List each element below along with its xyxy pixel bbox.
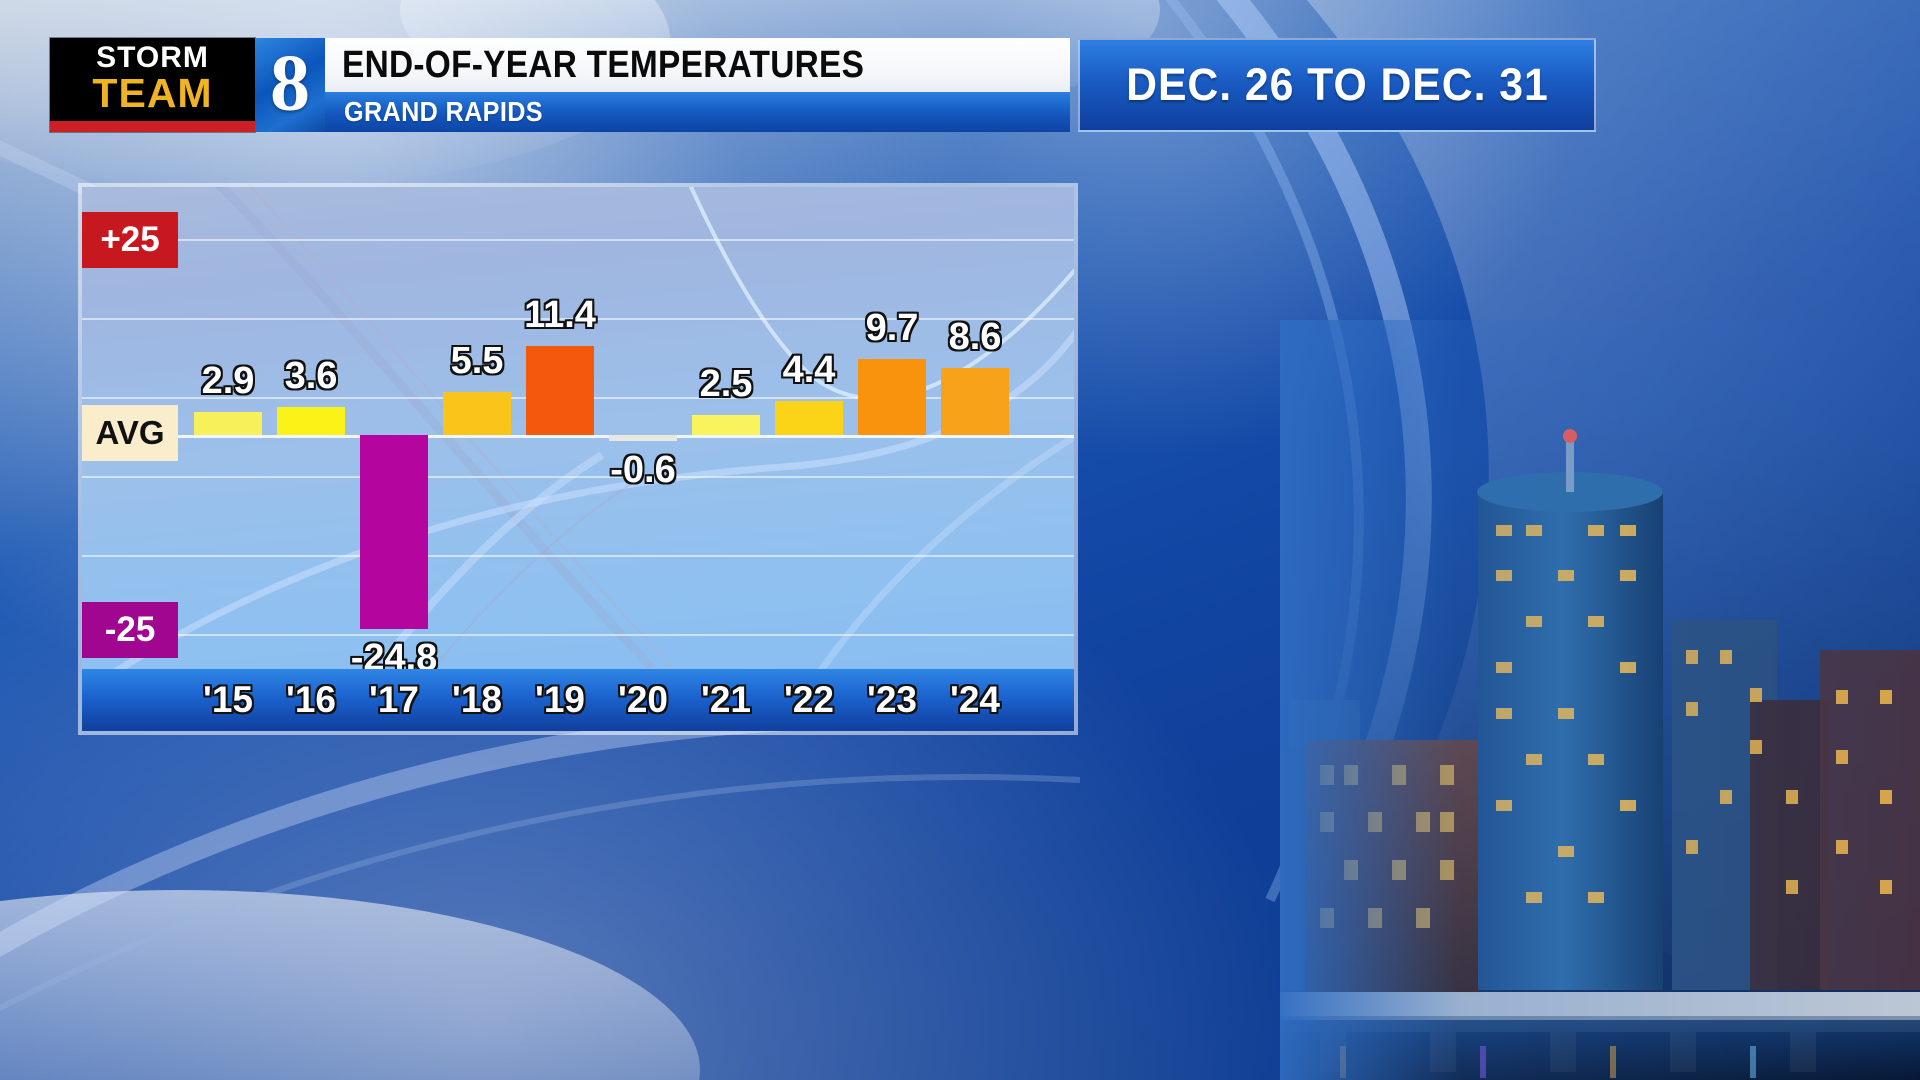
bar-value-label: 2.5 (699, 363, 753, 406)
axis-label-average: AVG (82, 405, 178, 461)
bar-value-label: 5.5 (450, 339, 504, 382)
page-title: END-OF-YEAR TEMPERATURES (325, 38, 1070, 92)
x-axis-tick-15: '15 (203, 679, 253, 720)
logo-team-text: TEAM (92, 70, 213, 116)
bar-group: 5.5 (443, 187, 511, 731)
bar-19 (526, 345, 594, 435)
channel-number: 8 (270, 39, 310, 128)
x-axis-tick-22: '22 (784, 679, 834, 720)
logo-red-bar (50, 121, 255, 132)
bar-group: -0.6 (609, 187, 677, 731)
title-block: END-OF-YEAR TEMPERATURES GRAND RAPIDS (325, 38, 1070, 132)
gridline (82, 476, 1074, 478)
x-axis-bar: '15 '16 '17 '18 '19 '20 '21 '22 '23 '24 (82, 669, 1074, 731)
bar-value-label: 8.6 (948, 315, 1002, 358)
bar-23 (858, 358, 926, 435)
plot-background-swoosh (82, 187, 1074, 731)
bar-value-label: 4.4 (782, 348, 836, 391)
x-axis-tick-23: '23 (867, 679, 917, 720)
gridline (82, 634, 1074, 636)
x-axis-tick-21: '21 (701, 679, 751, 720)
bar-group: 2.9 (194, 187, 262, 731)
bar-series: 2.9 3.6 -24.8 5.5 11.4 -0.6 2.5 4.4 9.7 8.6 (82, 187, 1074, 731)
bar-group: 8.6 (941, 187, 1009, 731)
x-axis-tick-17: '17 (369, 679, 419, 720)
channel-8-badge: 8 (255, 38, 325, 132)
date-range-text: DEC. 26 TO DEC. 31 (1125, 59, 1549, 110)
bar-16 (277, 406, 345, 435)
chart-plot-area: +25 AVG -25 2.9 3.6 -24.8 5.5 11.4 -0.6 2.5 4.4… (82, 187, 1074, 731)
page-subtitle: GRAND RAPIDS (325, 92, 1070, 132)
page-subtitle-text: GRAND RAPIDS (344, 96, 543, 127)
x-axis-tick-18: '18 (452, 679, 502, 720)
bar-value-label: 3.6 (284, 354, 338, 397)
x-axis-tick-24: '24 (950, 679, 1000, 720)
bar-20 (609, 435, 677, 441)
x-axis-tick-20: '20 (618, 679, 668, 720)
storm-team-8-logo: STORM TEAM (50, 38, 255, 132)
bar-21 (692, 415, 760, 435)
bar-value-label: 9.7 (865, 306, 919, 349)
gridline (82, 555, 1074, 557)
gridline (82, 318, 1074, 320)
bar-15 (194, 412, 262, 435)
x-axis-tick-19: '19 (535, 679, 585, 720)
x-axis-tick-16: '16 (286, 679, 336, 720)
chart-panel: +25 AVG -25 2.9 3.6 -24.8 5.5 11.4 -0.6 2.5 4.4… (78, 183, 1078, 735)
page-title-text: END-OF-YEAR TEMPERATURES (342, 43, 865, 86)
header-bar: STORM TEAM 8 END-OF-YEAR TEMPERATURES GR… (50, 38, 1596, 132)
bar-value-label: 11.4 (524, 293, 596, 336)
bar-value-label: 2.9 (201, 360, 255, 403)
bar-group: 11.4 (524, 187, 596, 731)
axis-label-high: +25 (82, 212, 178, 268)
bar-22 (775, 400, 843, 435)
city-skyline-image (1280, 320, 1920, 1080)
bar-group: 2.5 (692, 187, 760, 731)
date-range-banner: DEC. 26 TO DEC. 31 (1078, 38, 1596, 132)
bar-24 (941, 367, 1009, 435)
bar-group: 4.4 (775, 187, 843, 731)
bar-18 (443, 391, 511, 435)
zero-reference-line (82, 435, 1074, 438)
axis-label-low: -25 (82, 602, 178, 658)
bar-group: 9.7 (858, 187, 926, 731)
bar-17 (360, 435, 428, 630)
bar-group: -24.8 (351, 187, 437, 731)
bar-value-label: -0.6 (610, 449, 676, 491)
gridline (82, 239, 1074, 241)
bar-group: 3.6 (277, 187, 345, 731)
logo-storm-text: STORM (96, 41, 209, 74)
